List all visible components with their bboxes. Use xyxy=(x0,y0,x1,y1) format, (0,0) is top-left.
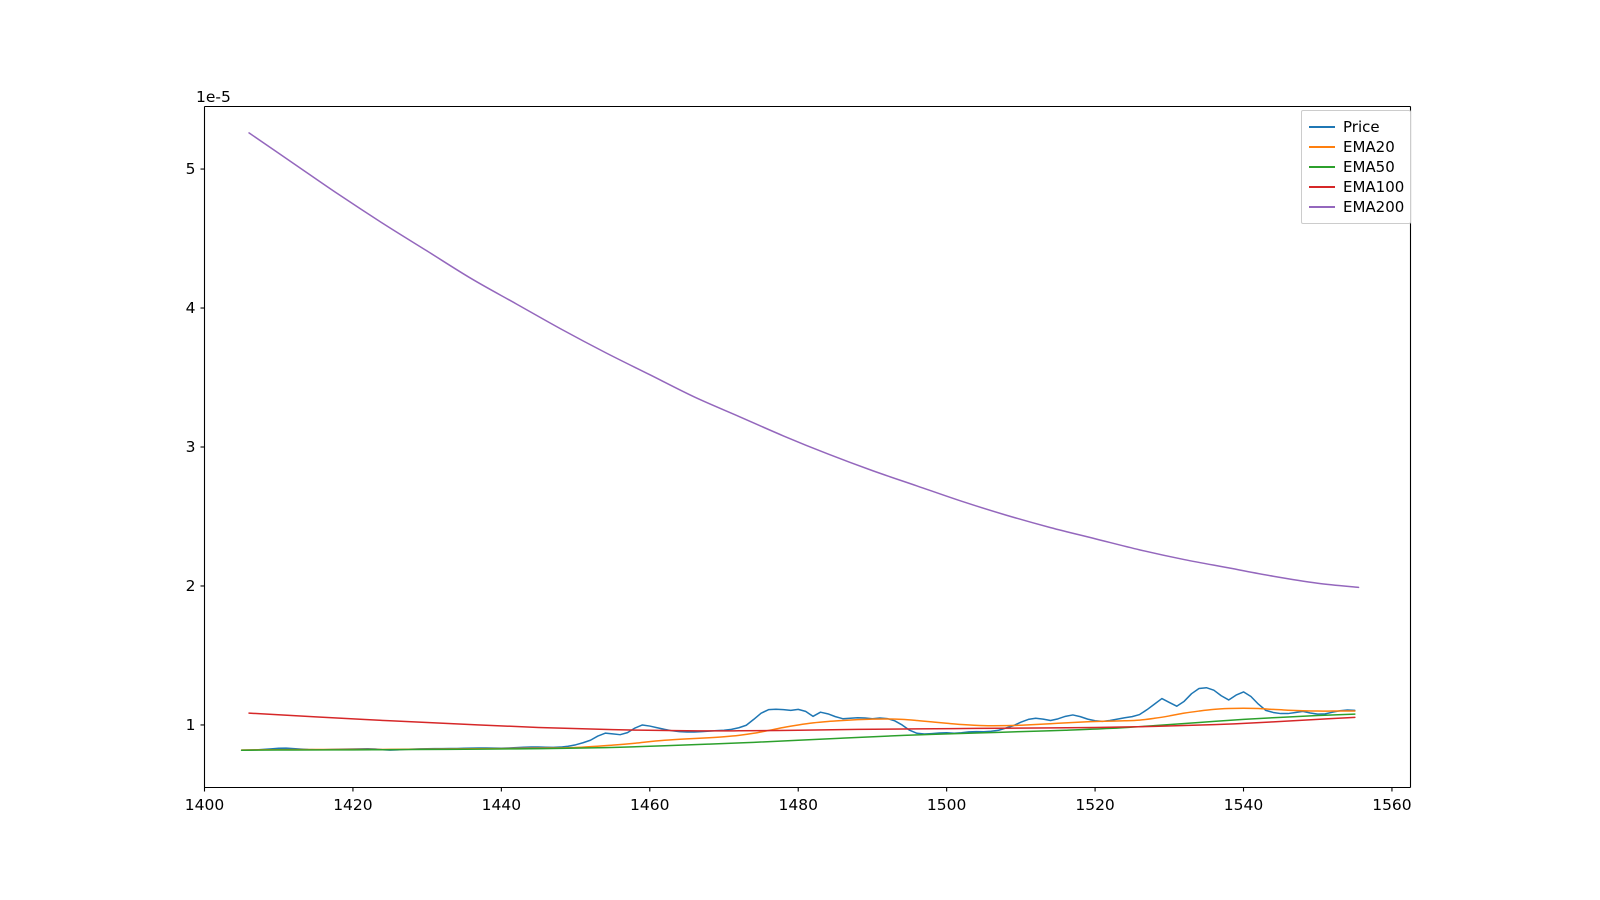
series-line-ema200 xyxy=(248,132,1360,589)
x-tick-label: 1460 xyxy=(630,795,670,814)
legend-entry-price[interactable]: Price xyxy=(1309,117,1402,137)
legend-label: EMA20 xyxy=(1343,138,1395,156)
x-tick-label: 1540 xyxy=(1223,795,1264,814)
y-axis-offset-label: 1e-5 xyxy=(196,88,231,106)
legend-swatch-icon xyxy=(1309,146,1335,148)
legend-swatch-icon xyxy=(1309,126,1335,128)
legend-label: EMA100 xyxy=(1343,178,1405,196)
y-tick-label: 4 xyxy=(185,299,196,318)
x-tick-label: 1400 xyxy=(184,795,225,814)
y-tick-marks xyxy=(200,168,205,726)
legend-label: EMA200 xyxy=(1343,198,1405,216)
legend-entry-ema100[interactable]: EMA100 xyxy=(1309,177,1405,197)
legend-label: Price xyxy=(1343,118,1380,136)
series-line-ema100 xyxy=(248,712,1356,732)
legend-label: EMA50 xyxy=(1343,158,1395,176)
x-tick-marks xyxy=(203,787,1393,792)
x-tick-label: 1480 xyxy=(778,795,818,814)
legend-entry-ema20[interactable]: EMA20 xyxy=(1309,137,1402,157)
legend-swatch-icon xyxy=(1309,206,1335,208)
x-tick-label: 1520 xyxy=(1075,795,1115,814)
y-tick-label: 1 xyxy=(185,715,196,734)
x-tick-label: 1500 xyxy=(926,795,967,814)
x-tick-label: 1440 xyxy=(481,795,522,814)
y-tick-label: 3 xyxy=(185,438,196,456)
data-series-group xyxy=(240,132,1360,751)
y-tick-label: 5 xyxy=(185,160,196,179)
series-line-ema50 xyxy=(240,713,1356,751)
legend-swatch-icon xyxy=(1309,166,1335,168)
legend-entry-ema200[interactable]: EMA200 xyxy=(1309,197,1405,217)
x-tick-label: 1420 xyxy=(333,795,373,814)
legend-swatch-icon xyxy=(1309,186,1335,188)
chart-legend[interactable]: Price EMA20 EMA50 EMA100 EMA200 xyxy=(1301,110,1411,224)
y-tick-label: 2 xyxy=(185,576,196,595)
x-tick-label: 1560 xyxy=(1372,795,1412,814)
series-line-ema20 xyxy=(240,707,1356,751)
axes-spines xyxy=(203,105,1412,789)
legend-entry-ema50[interactable]: EMA50 xyxy=(1309,157,1402,177)
